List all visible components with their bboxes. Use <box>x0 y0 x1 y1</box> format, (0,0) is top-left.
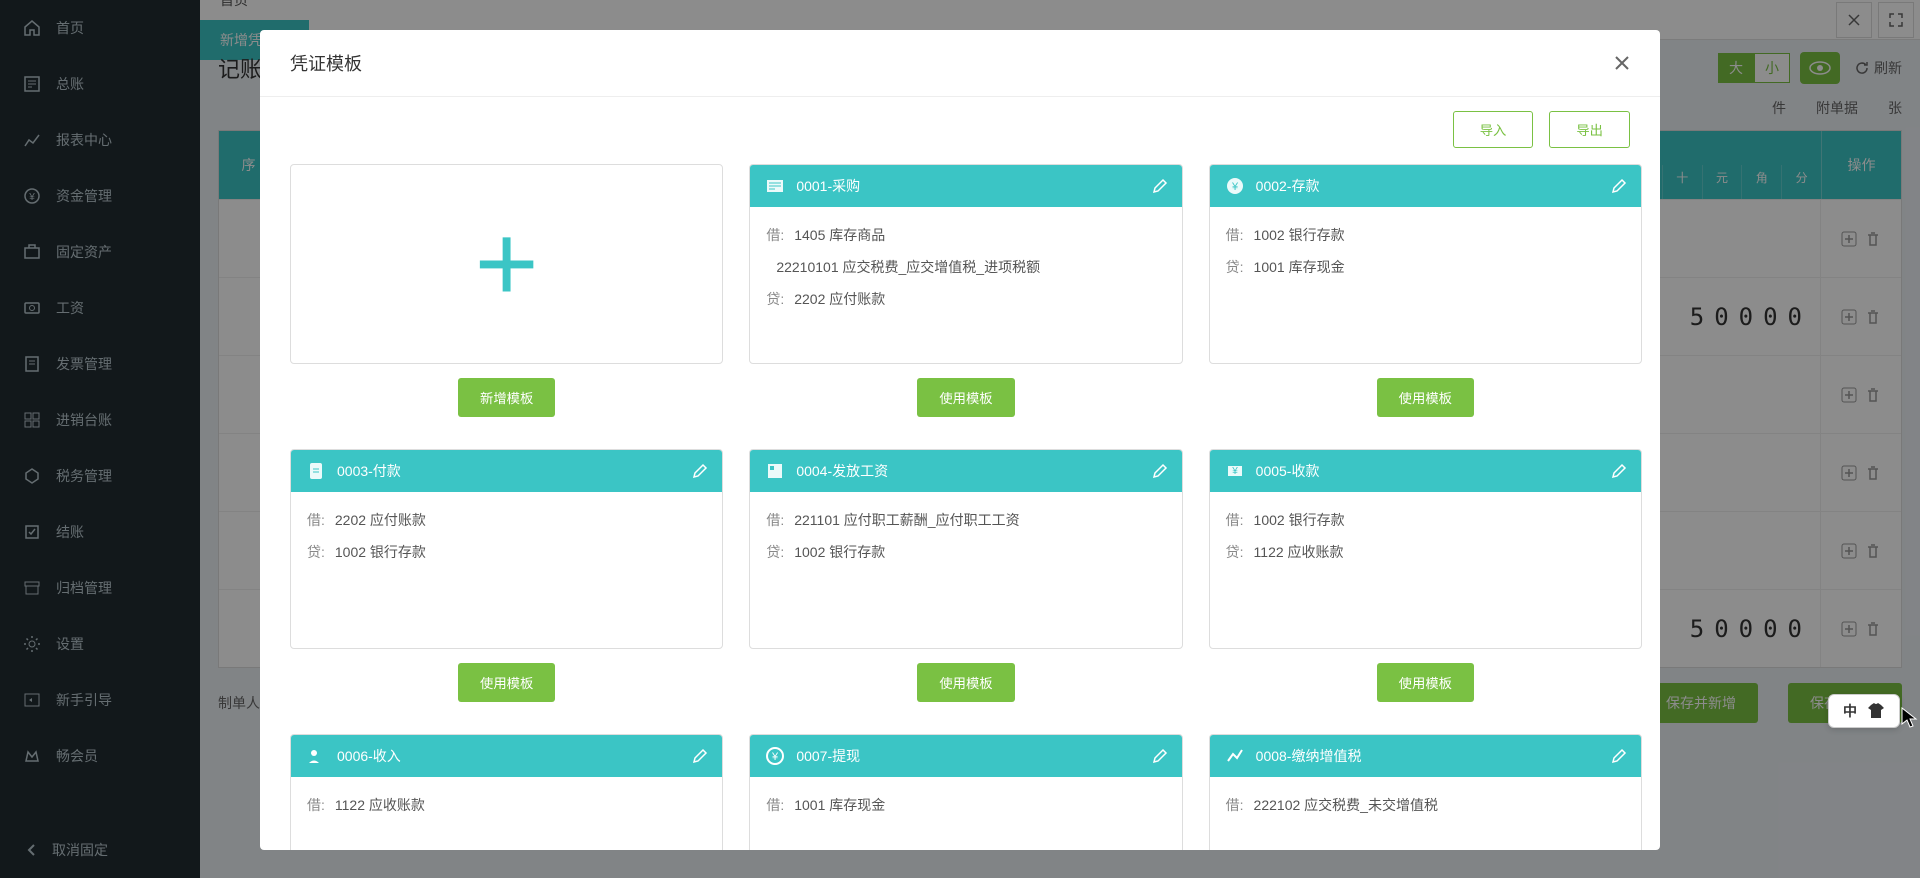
edit-template-icon[interactable] <box>1611 463 1627 479</box>
edit-template-icon[interactable] <box>1152 178 1168 194</box>
template-line: 借:222102 应交税费_未交增值税 <box>1226 789 1625 821</box>
import-button[interactable]: 导入 <box>1453 111 1534 148</box>
template-type-icon: ¥ <box>1224 460 1246 482</box>
cursor-icon <box>1900 706 1920 730</box>
template-card: ¥ 0005-收款 借:1002 银行存款贷:1122 应收账款 使用模板 <box>1209 449 1642 708</box>
use-template-button[interactable]: 使用模板 <box>1377 663 1474 702</box>
template-line: 借:1122 应收账款 <box>307 789 706 821</box>
template-line: 贷:2202 应付账款 <box>766 283 1165 315</box>
template-line: 贷:1002 银行存款 <box>307 536 706 568</box>
use-template-button[interactable]: 使用模板 <box>917 378 1014 417</box>
use-template-button[interactable]: 使用模板 <box>917 663 1014 702</box>
template-line: 贷:1002 银行存款 <box>766 536 1165 568</box>
ime-badge[interactable]: 中 <box>1828 694 1900 728</box>
template-card-header: 0008-缴纳增值税 <box>1210 735 1641 777</box>
template-type-icon <box>764 175 786 197</box>
template-line: 借:221101 应付职工薪酬_应付职工工资 <box>766 504 1165 536</box>
export-button[interactable]: 导出 <box>1549 111 1630 148</box>
template-line: 借:1002 银行存款 <box>1226 219 1625 251</box>
edit-template-icon[interactable] <box>1152 748 1168 764</box>
template-card-header: 0003-付款 <box>291 450 722 492</box>
edit-template-icon[interactable] <box>692 463 708 479</box>
template-card: ¥ 0007-提现 借:1001 库存现金 <box>749 734 1182 850</box>
ime-text: 中 <box>1843 701 1857 721</box>
template-card-header: 0001-采购 <box>750 165 1181 207</box>
template-card: 0008-缴纳增值税 借:222102 应交税费_未交增值税 <box>1209 734 1642 850</box>
use-template-button[interactable]: 使用模板 <box>458 663 555 702</box>
template-card: 0003-付款 借:2202 应付账款贷:1002 银行存款 使用模板 <box>290 449 723 708</box>
template-card: 0004-发放工资 借:221101 应付职工薪酬_应付职工工资贷:1002 银… <box>749 449 1182 708</box>
svg-text:¥: ¥ <box>1231 181 1239 193</box>
template-card-header: ¥ 0005-收款 <box>1210 450 1641 492</box>
add-template-card[interactable]: + <box>290 164 723 364</box>
template-type-icon <box>305 745 327 767</box>
template-card-header: 0006-收入 <box>291 735 722 777</box>
template-code: 0006-收入 <box>337 746 401 766</box>
template-type-icon <box>305 460 327 482</box>
modal-overlay: 凭证模板 导入 导出 + 新增模板 0001-采购 借 <box>0 0 1920 878</box>
template-line: 借:2202 应付账款 <box>307 504 706 536</box>
template-code: 0005-收款 <box>1256 461 1320 481</box>
template-line: 借:1405 库存商品 <box>766 219 1165 251</box>
svg-text:¥: ¥ <box>771 751 779 763</box>
voucher-template-modal: 凭证模板 导入 导出 + 新增模板 0001-采购 借 <box>260 30 1660 850</box>
edit-template-icon[interactable] <box>1611 178 1627 194</box>
shirt-icon <box>1867 703 1885 719</box>
template-card-header: 0004-发放工资 <box>750 450 1181 492</box>
template-code: 0007-提现 <box>796 746 860 766</box>
template-type-icon <box>1224 745 1246 767</box>
plus-icon: + <box>475 209 539 319</box>
modal-title: 凭证模板 <box>290 50 362 76</box>
template-line: 借:1002 银行存款 <box>1226 504 1625 536</box>
use-template-button[interactable]: 使用模板 <box>1377 378 1474 417</box>
template-code: 0008-缴纳增值税 <box>1256 746 1362 766</box>
template-type-icon <box>764 460 786 482</box>
template-code: 0004-发放工资 <box>796 461 888 481</box>
modal-close-button[interactable] <box>1614 55 1630 71</box>
template-type-icon: ¥ <box>764 745 786 767</box>
template-card-header: ¥ 0002-存款 <box>1210 165 1641 207</box>
edit-template-icon[interactable] <box>1611 748 1627 764</box>
template-code: 0002-存款 <box>1256 176 1320 196</box>
template-code: 0001-采购 <box>796 176 860 196</box>
svg-text:¥: ¥ <box>1231 466 1238 477</box>
template-type-icon: ¥ <box>1224 175 1246 197</box>
add-template-button[interactable]: 新增模板 <box>458 378 555 417</box>
template-line: 借:1001 库存现金 <box>766 789 1165 821</box>
template-card-header: ¥ 0007-提现 <box>750 735 1181 777</box>
template-line: 贷:1001 库存现金 <box>1226 251 1625 283</box>
template-line: 贷:1122 应收账款 <box>1226 536 1625 568</box>
template-line: 22210101 应交税费_应交增值税_进项税额 <box>766 251 1165 283</box>
edit-template-icon[interactable] <box>1152 463 1168 479</box>
edit-template-icon[interactable] <box>692 748 708 764</box>
template-card: 0001-采购 借:1405 库存商品22210101 应交税费_应交增值税_进… <box>749 164 1182 423</box>
template-code: 0003-付款 <box>337 461 401 481</box>
template-card: 0006-收入 借:1122 应收账款 <box>290 734 723 850</box>
template-card: ¥ 0002-存款 借:1002 银行存款贷:1001 库存现金 使用模板 <box>1209 164 1642 423</box>
